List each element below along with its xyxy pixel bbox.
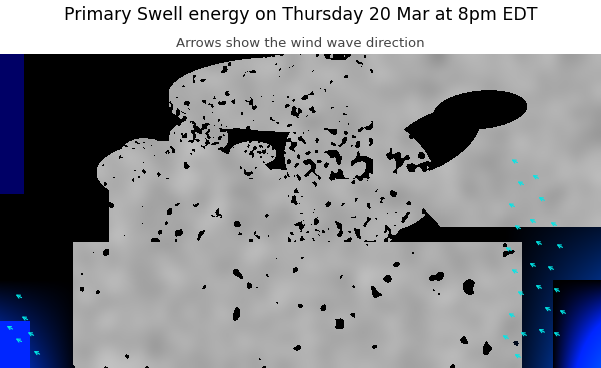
Text: Primary Swell energy on Thursday 20 Mar at 8pm EDT: Primary Swell energy on Thursday 20 Mar …: [64, 6, 537, 24]
Text: Arrows show the wind wave direction: Arrows show the wind wave direction: [176, 37, 425, 50]
